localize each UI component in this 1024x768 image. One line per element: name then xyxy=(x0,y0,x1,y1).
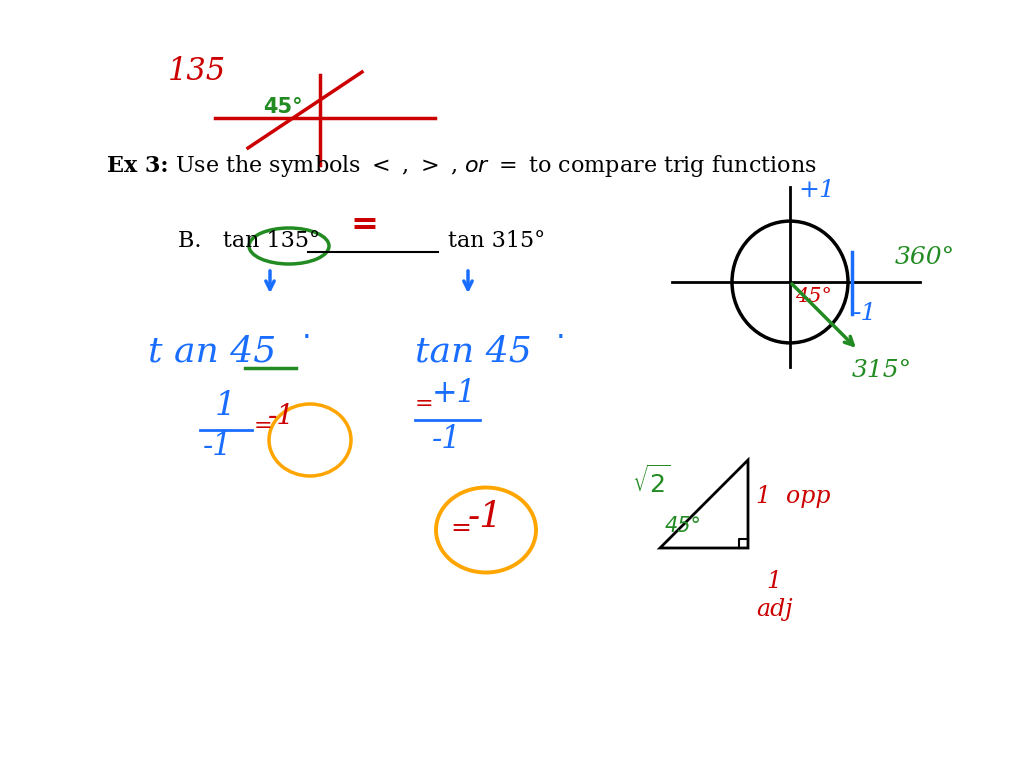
Text: =: = xyxy=(254,416,272,436)
Text: =: = xyxy=(350,208,378,241)
Text: adj: adj xyxy=(756,598,793,621)
Text: $\sqrt{2}$: $\sqrt{2}$ xyxy=(632,465,671,498)
Text: Use the symbols $<$ , $>$ , $or$ $=$ to compare trig functions: Use the symbols $<$ , $>$ , $or$ $=$ to … xyxy=(175,153,817,179)
Text: =: = xyxy=(450,516,471,540)
Text: 45°: 45° xyxy=(665,516,702,536)
Text: +1: +1 xyxy=(432,378,477,409)
Text: 135: 135 xyxy=(168,56,226,87)
Text: t an 45: t an 45 xyxy=(148,335,276,369)
Text: tan 45: tan 45 xyxy=(415,335,531,369)
Text: ·: · xyxy=(302,324,311,353)
Text: 45°: 45° xyxy=(795,287,831,306)
Text: 1  opp: 1 opp xyxy=(756,485,830,508)
Text: 360°: 360° xyxy=(895,246,955,269)
Text: 45°: 45° xyxy=(263,97,303,117)
Text: -1: -1 xyxy=(432,424,462,455)
Text: B.   tan 135°: B. tan 135° xyxy=(178,230,321,252)
Text: -1: -1 xyxy=(468,500,503,534)
Text: -1: -1 xyxy=(268,403,295,430)
Text: 315°: 315° xyxy=(852,359,912,382)
Text: 1: 1 xyxy=(766,570,781,593)
Text: +1: +1 xyxy=(798,179,835,202)
Text: Ex 3:: Ex 3: xyxy=(106,155,169,177)
Text: 1: 1 xyxy=(215,390,237,422)
Text: -1: -1 xyxy=(852,302,877,325)
Text: ·: · xyxy=(556,324,565,353)
Text: tan 315°: tan 315° xyxy=(449,230,545,252)
Text: =: = xyxy=(415,394,433,414)
Text: -1: -1 xyxy=(203,431,232,462)
